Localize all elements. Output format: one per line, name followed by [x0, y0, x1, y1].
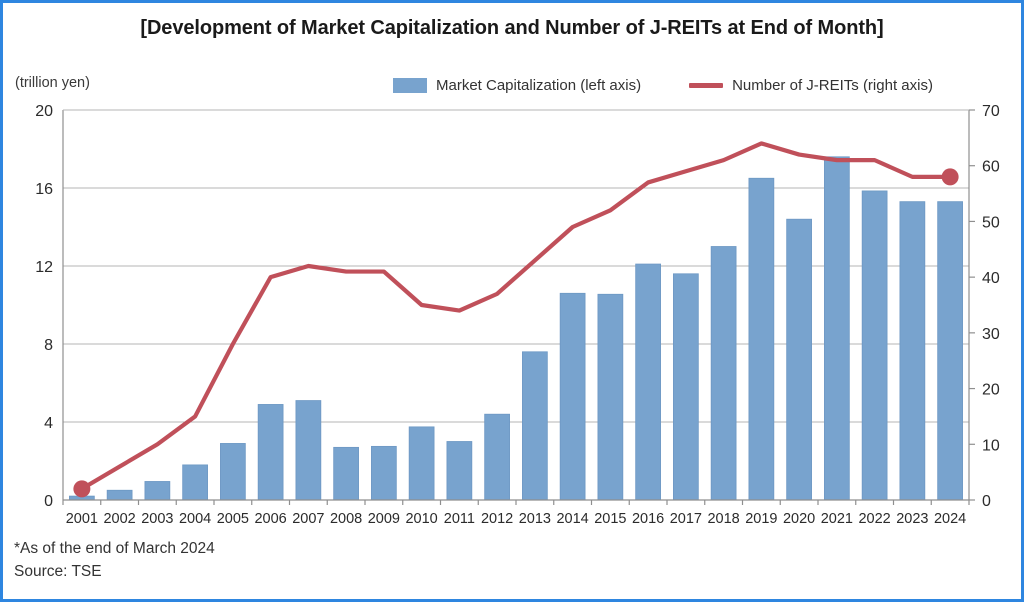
x-axis-tick-2005: 2005 [217, 511, 249, 527]
bar-2024 [937, 201, 963, 501]
x-axis-tick-2019: 2019 [745, 511, 777, 527]
bar-swatch-icon [393, 77, 427, 93]
x-axis-tick-2002: 2002 [103, 511, 135, 527]
footnotes: *As of the end of March 2024 Source: TSE [14, 537, 215, 584]
legend-item-market-capitalization: Market Capitalization (left axis) [393, 77, 641, 94]
x-axis-tick-2007: 2007 [292, 511, 324, 527]
bar-2016 [635, 263, 661, 501]
x-axis-tick-2003: 2003 [141, 511, 173, 527]
bar-2010 [408, 426, 435, 501]
bar-2011 [446, 441, 473, 501]
right-axis-tick-10: 10 [982, 437, 1000, 454]
line-marker-2024 [941, 168, 959, 186]
x-axis-tick-2017: 2017 [670, 511, 702, 527]
chart-legend: Market Capitalization (left axis) Number… [393, 73, 993, 97]
x-axis-tick-2018: 2018 [707, 511, 739, 527]
axes-group [62, 109, 975, 505]
bar-2012 [484, 413, 510, 501]
x-axis-tick-2012: 2012 [481, 511, 513, 527]
bar-2004 [182, 464, 208, 501]
footnote-asof: *As of the end of March 2024 [14, 540, 215, 557]
bar-2019 [748, 177, 775, 501]
x-axis-tick-2004: 2004 [179, 511, 211, 527]
line-series-group [73, 141, 959, 498]
footnote-source: Source: TSE [14, 563, 102, 581]
bar-2002 [106, 489, 133, 501]
line-swatch-icon [689, 82, 724, 88]
left-axis-unit-label: (trillion yen) [15, 75, 90, 91]
bar-2013 [522, 351, 548, 501]
x-axis-tick-2016: 2016 [632, 511, 664, 527]
legend-label-number-of-jreits: Number of J-REITs (right axis) [732, 76, 933, 94]
line-marker-2001 [73, 480, 91, 498]
bar-2009 [371, 445, 397, 501]
left-axis-tick-8: 8 [44, 337, 53, 354]
right-axis-tick-0: 0 [982, 493, 991, 510]
legend-label-market-capitalization: Market Capitalization (left axis) [436, 76, 642, 94]
legend-item-number-of-jreits: Number of J-REITs (right axis) [689, 77, 933, 94]
bar-2014 [559, 292, 586, 501]
line-number-of-jreits [79, 141, 953, 491]
x-axis-tick-2011: 2011 [444, 511, 475, 527]
x-axis-tick-2009: 2009 [368, 511, 400, 527]
left-axis-tick-0: 0 [44, 493, 53, 510]
bar-2015 [597, 293, 624, 501]
right-axis-tick-50: 50 [982, 214, 1000, 231]
x-axis-tick-2021: 2021 [821, 511, 853, 527]
bar-2023 [899, 201, 926, 501]
x-axis-tick-2015: 2015 [594, 511, 626, 527]
x-axis-tick-labels: 2001 2002 2003 2004 2005 2006 2007 2008 2009 2010… [66, 511, 967, 527]
bar-2006 [257, 404, 284, 501]
x-axis-tick-2006: 2006 [254, 511, 286, 527]
right-axis-tick-20: 20 [982, 382, 1000, 399]
left-axis-tick-12: 12 [35, 259, 53, 276]
x-axis-tick-2001: 2001 [66, 511, 98, 527]
bar-2020 [786, 218, 812, 501]
x-axis-tick-2010: 2010 [405, 511, 437, 527]
x-axis-tick-2008: 2008 [330, 511, 362, 527]
x-axis-tick-2013: 2013 [519, 511, 551, 527]
bar-2008 [333, 446, 359, 501]
bar-2018 [710, 246, 737, 501]
left-axis-tick-20: 20 [35, 103, 53, 120]
x-axis-tick-2023: 2023 [896, 511, 928, 527]
bar-2021 [824, 156, 850, 501]
bar-2003 [144, 481, 171, 501]
right-axis-tick-60: 60 [982, 159, 1000, 176]
right-axis-tick-30: 30 [982, 326, 1000, 343]
page-title: [Development of Market Capitalization an… [140, 17, 884, 39]
right-axis-tick-labels: 0 10 20 30 40 50 60 70 [982, 103, 1000, 510]
left-axis-tick-labels: 0 4 8 12 16 20 [35, 103, 53, 510]
left-axis-tick-4: 4 [44, 415, 53, 432]
bars-group [69, 156, 963, 501]
bar-2007 [295, 400, 322, 501]
bar-2005 [220, 443, 246, 501]
bar-2022 [861, 190, 888, 501]
x-axis-tick-2022: 2022 [858, 511, 890, 527]
left-axis-tick-16: 16 [35, 181, 53, 198]
bar-2017 [673, 273, 699, 501]
right-axis-tick-70: 70 [982, 103, 1000, 120]
x-axis-tick-2014: 2014 [556, 511, 588, 527]
right-axis-tick-40: 40 [982, 270, 1000, 287]
x-axis-tick-2024: 2024 [934, 511, 966, 527]
x-axis-tick-2020: 2020 [783, 511, 815, 527]
